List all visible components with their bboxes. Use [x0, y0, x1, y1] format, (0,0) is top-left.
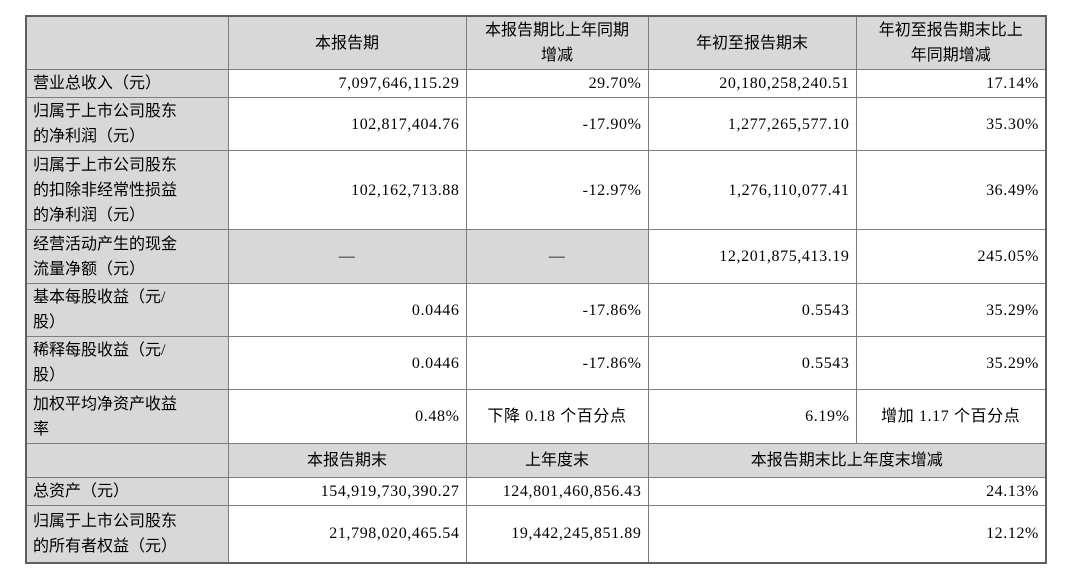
column-header-current-period: 本报告期 — [227, 15, 467, 70]
table-cell: 1,277,265,577.10 — [647, 97, 857, 151]
column-header-ytd: 年初至报告期末 — [647, 15, 857, 70]
table-cell: — — [465, 229, 649, 284]
page-heading-fragment-text: 主要会计数据 — [73, 0, 333, 3]
table-cell: 102,817,404.76 — [227, 97, 467, 151]
table-cell: 21,798,020,465.54 — [227, 505, 467, 563]
table-row: 稀释每股收益（元/ 股） 0.0446 -17.86% 0.5543 35.29% — [25, 336, 1047, 390]
table-cell: 0.0446 — [227, 336, 467, 390]
table-header-row: 本报告期 本报告期比上年同期 增减 年初至报告期末 年初至报告期末比上 年同期增… — [25, 15, 1047, 70]
table-cell: -17.86% — [465, 336, 649, 390]
row-label: 稀释每股收益（元/ 股） — [25, 336, 229, 390]
row-label: 基本每股收益（元/ 股） — [25, 283, 229, 337]
yearend-data-section: 总资产（元） 154,919,730,390.27 124,801,460,856.… — [25, 477, 1047, 563]
table-cell: -12.97% — [465, 150, 649, 230]
row-label: 加权平均净资产收益 率 — [25, 389, 229, 444]
corner-cell — [25, 443, 229, 478]
table-cell: 20,180,258,240.51 — [647, 69, 857, 98]
period-header-section: 本报告期 本报告期比上年同期 增减 年初至报告期末 年初至报告期末比上 年同期增… — [25, 15, 1047, 70]
table-cell: 29.70% — [465, 69, 649, 98]
column-header-ytd-yoy-change: 年初至报告期末比上 年同期增减 — [855, 15, 1047, 70]
row-label: 总资产（元） — [25, 477, 229, 506]
table-cell: 35.30% — [855, 97, 1047, 151]
period-data-section: 营业总收入（元） 7,097,646,115.29 29.70% 20,180,258… — [25, 69, 1047, 444]
table-row: 归属于上市公司股东 的所有者权益（元） 21,798,020,465.54 19,4… — [25, 505, 1047, 563]
page-heading-fragment: 主要会计数据 — [73, 0, 333, 5]
table-cell: 124,801,460,856.43 — [465, 477, 649, 506]
table-cell: 102,162,713.88 — [227, 150, 467, 230]
table-cell: 增加 1.17 个百分点 — [855, 389, 1047, 444]
table-row: 基本每股收益（元/ 股） 0.0446 -17.86% 0.5543 35.29% — [25, 283, 1047, 337]
financial-summary-table: 本报告期 本报告期比上年同期 增减 年初至报告期末 年初至报告期末比上 年同期增… — [25, 15, 1047, 564]
table-cell: 7,097,646,115.29 — [227, 69, 467, 98]
table-row: 经营活动产生的现金 流量净额（元） — —12,201,875,413.19 245.… — [25, 229, 1047, 284]
table-cell: -17.90% — [465, 97, 649, 151]
row-label: 归属于上市公司股东 的所有者权益（元） — [25, 505, 229, 563]
table-cell: 35.29% — [855, 336, 1047, 390]
table-cell: -17.86% — [465, 283, 649, 337]
table-cell: 245.05% — [855, 229, 1047, 284]
table-cell: 12.12% — [647, 505, 1047, 563]
table-cell: 19,442,245,851.89 — [465, 505, 649, 563]
table-cell: 17.14% — [855, 69, 1047, 98]
table-cell: 下降 0.18 个百分点 — [465, 389, 649, 444]
table-cell: 0.5543 — [647, 283, 857, 337]
table-cell: 0.48% — [227, 389, 467, 444]
table-cell: 0.0446 — [227, 283, 467, 337]
row-label: 经营活动产生的现金 流量净额（元） — [25, 229, 229, 284]
column-header-change-vs-yearend: 本报告期末比上年度末增减 — [647, 443, 1047, 478]
column-header-period-end: 本报告期末 — [227, 443, 467, 478]
table-header-row: 本报告期末 上年度末 本报告期末比上年度末增减 — [25, 443, 1047, 478]
table-row: 营业总收入（元） 7,097,646,115.29 29.70% 20,180,258… — [25, 69, 1047, 98]
table-cell: 1,276,110,077.41 — [647, 150, 857, 230]
table-cell: 154,919,730,390.27 — [227, 477, 467, 506]
yearend-header-section: 本报告期末 上年度末 本报告期末比上年度末增减 — [25, 443, 1047, 478]
table-cell: 35.29% — [855, 283, 1047, 337]
table-row: 归属于上市公司股东 的净利润（元） 102,817,404.76 -17.90% 1,… — [25, 97, 1047, 151]
row-label: 归属于上市公司股东 的净利润（元） — [25, 97, 229, 151]
table-cell: 24.13% — [647, 477, 1047, 506]
column-header-yoy-change: 本报告期比上年同期 增减 — [465, 15, 649, 70]
table-cell: 36.49% — [855, 150, 1047, 230]
table-row: 归属于上市公司股东 的扣除非经常性损益 的净利润（元） 102,162,713.8… — [25, 150, 1047, 230]
row-label: 营业总收入（元） — [25, 69, 229, 98]
table-cell: 0.5543 — [647, 336, 857, 390]
table-row: 加权平均净资产收益 率 0.48% 下降 0.18 个百分点 6.19% 增加 1.17… — [25, 389, 1047, 444]
table-row: 总资产（元） 154,919,730,390.27 124,801,460,856.… — [25, 477, 1047, 506]
table-cell: 6.19% — [647, 389, 857, 444]
corner-cell — [25, 15, 229, 70]
column-header-prior-yearend: 上年度末 — [465, 443, 649, 478]
row-label: 归属于上市公司股东 的扣除非经常性损益 的净利润（元） — [25, 150, 229, 230]
table-cell: — — [227, 229, 467, 284]
table-cell: 12,201,875,413.19 — [647, 229, 857, 284]
